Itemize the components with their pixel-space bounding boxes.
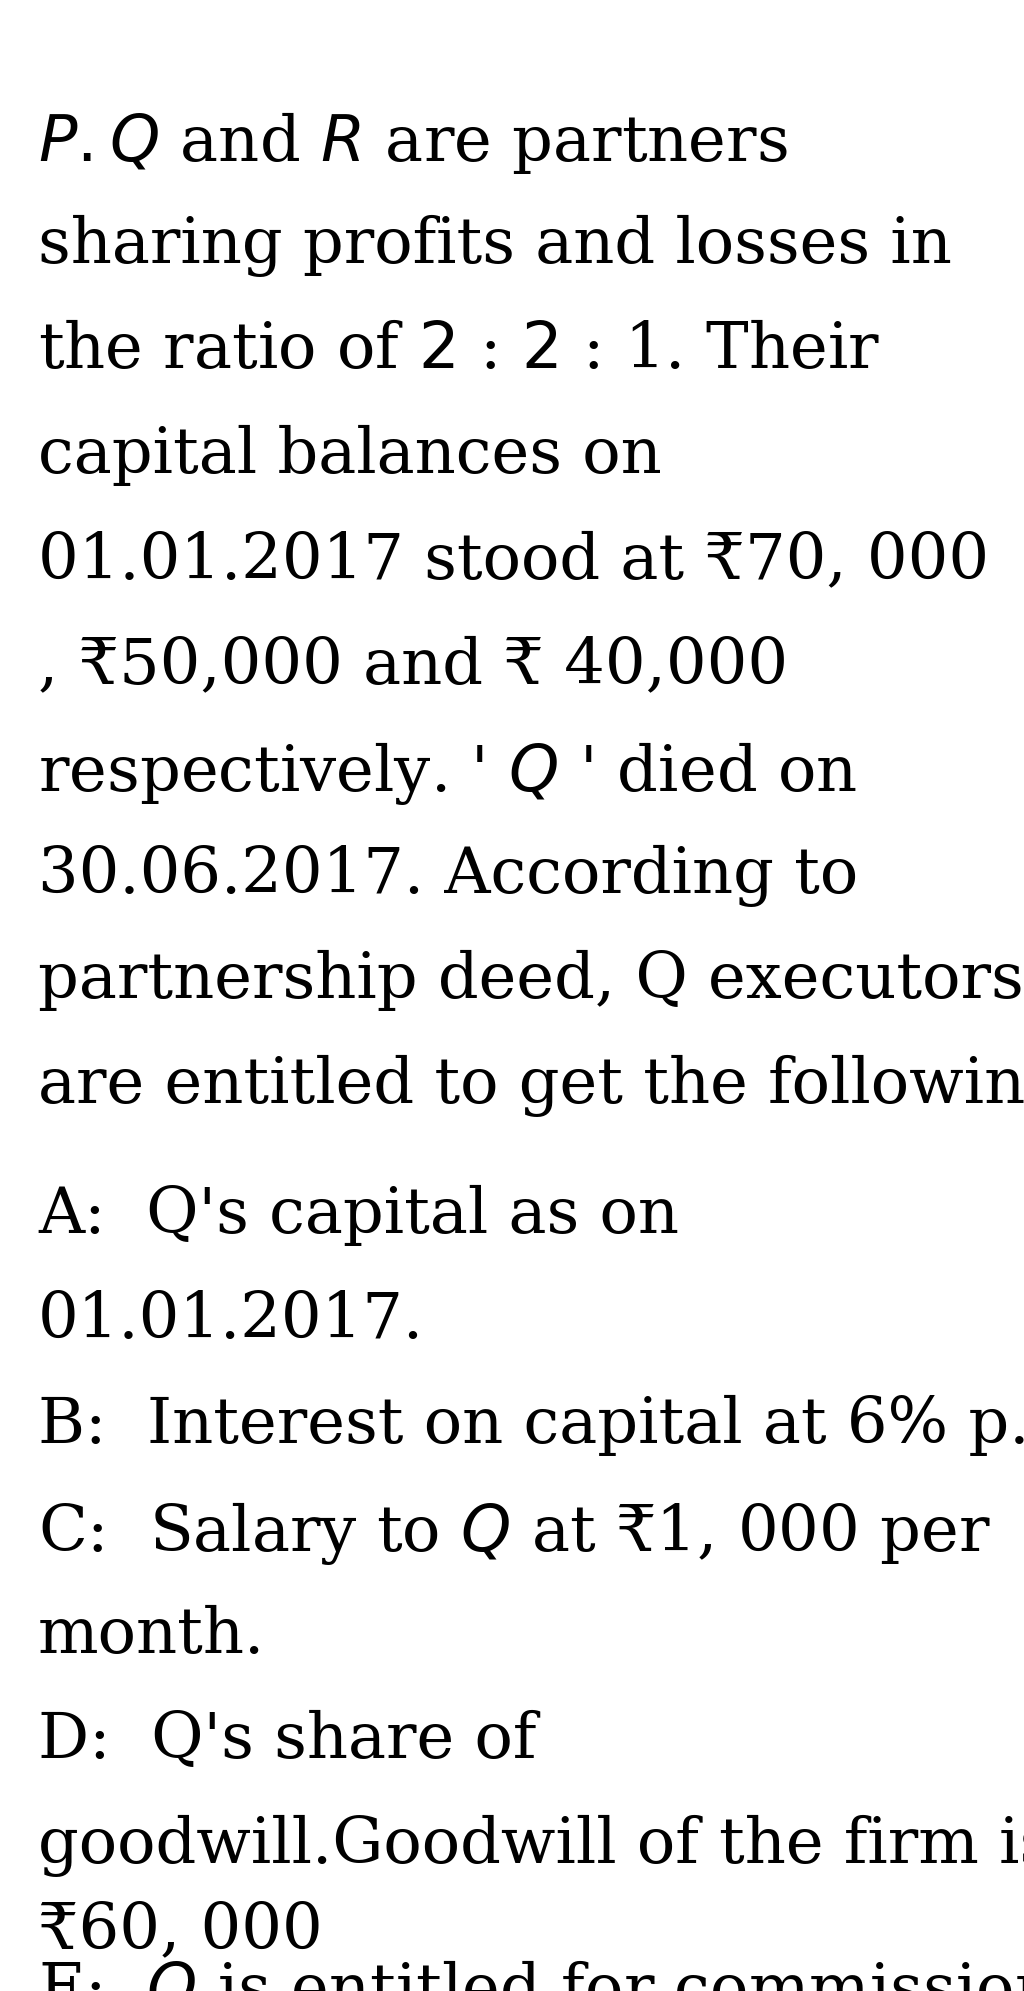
Text: sharing profits and losses in: sharing profits and losses in [38,215,952,277]
Text: 30.06.2017. According to: 30.06.2017. According to [38,844,858,908]
Text: ₹60, 000: ₹60, 000 [38,1899,323,1961]
Text: , ₹50,000 and ₹ 40,000: , ₹50,000 and ₹ 40,000 [38,635,788,697]
Text: respectively. ' $\mathit{Q}$ ' died on: respectively. ' $\mathit{Q}$ ' died on [38,741,857,806]
Text: partnership deed, Q executors: partnership deed, Q executors [38,950,1024,1011]
Text: A:  Q's capital as on: A: Q's capital as on [38,1185,679,1246]
Text: B:  Interest on capital at 6% p.a: B: Interest on capital at 6% p.a [38,1396,1024,1455]
Text: C:  Salary to $\mathit{Q}$ at ₹1, 000 per: C: Salary to $\mathit{Q}$ at ₹1, 000 per [38,1499,990,1567]
Text: E:  $\mathit{Q}$ is entitled for commission: E: $\mathit{Q}$ is entitled for commissi… [38,1959,1024,1991]
Text: 01.01.2017.: 01.01.2017. [38,1290,424,1352]
Text: the ratio of $2$ : $2$ : 1. Their: the ratio of $2$ : $2$ : 1. Their [38,321,880,380]
Text: month.: month. [38,1605,265,1666]
Text: D:  Q's share of: D: Q's share of [38,1710,537,1772]
Text: are entitled to get the following:: are entitled to get the following: [38,1055,1024,1117]
Text: goodwill.Goodwill of the firm is: goodwill.Goodwill of the firm is [38,1816,1024,1878]
Text: 01.01.2017 stood at ₹70, 000: 01.01.2017 stood at ₹70, 000 [38,530,989,591]
Text: $\mathit{P.Q}$ and $\mathit{R}$ are partners: $\mathit{P.Q}$ and $\mathit{R}$ are part… [38,110,787,175]
Text: capital balances on: capital balances on [38,424,662,486]
